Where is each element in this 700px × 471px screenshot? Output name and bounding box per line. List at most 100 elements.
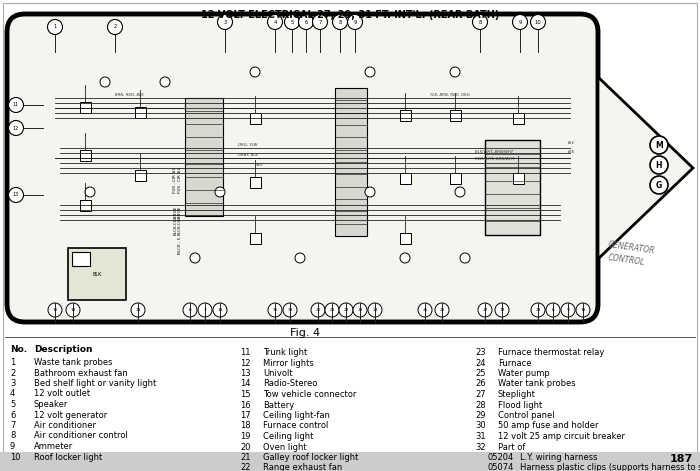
Polygon shape [598,77,693,259]
Text: 11: 11 [13,103,19,107]
Text: 18: 18 [240,422,251,430]
Text: 19: 19 [240,432,251,441]
Circle shape [190,253,200,263]
Circle shape [450,67,460,77]
Text: 12 volt outlet: 12 volt outlet [34,390,90,398]
Text: 187: 187 [670,454,693,464]
Text: 12: 12 [13,125,19,130]
Text: 27: 27 [482,308,488,312]
Circle shape [478,303,492,317]
Circle shape [108,19,122,34]
Circle shape [283,303,297,317]
Text: 8: 8 [478,19,482,24]
Bar [400,109,410,121]
Circle shape [325,303,339,317]
Bar [249,113,260,123]
Text: M: M [655,140,663,149]
Text: Range exhaust fan: Range exhaust fan [263,463,342,471]
Text: H: H [656,161,662,170]
Text: G: G [656,180,662,189]
Text: FUS - CIR #1
FUS - CIR #2: FUS - CIR #1 FUS - CIR #2 [174,167,182,193]
Text: 3: 3 [204,308,206,312]
Text: 10: 10 [535,19,541,24]
Text: Univolt: Univolt [263,369,293,378]
Text: 12: 12 [240,358,251,367]
Text: 1: 1 [10,358,15,367]
Circle shape [650,176,668,194]
Text: Bathroom exhaust fan: Bathroom exhaust fan [34,368,127,377]
Text: 13: 13 [499,308,505,312]
Bar [80,101,90,113]
Text: Battery: Battery [263,400,294,409]
Circle shape [213,303,227,317]
Text: Furnace thermostat relay: Furnace thermostat relay [498,348,604,357]
Text: Air conditioner: Air conditioner [34,421,96,430]
Text: 25: 25 [475,369,486,378]
Bar [80,149,90,161]
Text: WHT: WHT [255,163,264,167]
Circle shape [183,303,197,317]
Text: Water pump: Water pump [498,369,550,378]
Text: Bed shelf light or vanity light: Bed shelf light or vanity light [34,379,156,388]
Text: ORG, YLW: ORG, YLW [238,143,258,147]
Text: 28: 28 [536,308,540,312]
Text: 15: 15 [240,390,251,399]
Text: Tow vehicle connector: Tow vehicle connector [263,390,356,399]
Text: 12 volt generator: 12 volt generator [34,411,107,420]
Circle shape [8,121,24,136]
Text: BLK/WHT, BRN/WHT: BLK/WHT, BRN/WHT [475,150,513,154]
Bar [249,233,260,244]
Text: 23: 23 [357,308,363,312]
Bar [449,109,461,121]
Text: 31: 31 [475,432,486,441]
Text: 16: 16 [240,400,251,409]
Circle shape [215,187,225,197]
Text: 26: 26 [475,380,486,389]
Circle shape [48,19,62,34]
Text: Fig. 4: Fig. 4 [290,328,320,338]
Text: 18: 18 [580,308,586,312]
Circle shape [268,303,282,317]
Circle shape [332,15,347,30]
Text: Furnace control: Furnace control [263,422,328,430]
Text: 20: 20 [315,308,321,312]
Text: 21: 21 [240,453,251,462]
Text: BRN, RED, BLK: BRN, RED, BLK [115,93,144,97]
Text: 16: 16 [272,308,278,312]
Text: Ceiling light: Ceiling light [263,432,314,441]
Text: Ceiling light-fan: Ceiling light-fan [263,411,330,420]
Text: 7: 7 [318,19,322,24]
Text: Speaker: Speaker [34,400,69,409]
Circle shape [312,15,328,30]
Circle shape [131,303,145,317]
Circle shape [495,303,509,317]
Text: BLCK - 5: BLCK - 5 [178,236,182,253]
Bar [72,252,90,266]
Circle shape [460,253,470,263]
Text: Water tank probes: Water tank probes [498,380,575,389]
Text: 22: 22 [240,463,251,471]
Text: 32: 32 [287,308,293,312]
Circle shape [298,15,314,30]
Circle shape [48,303,62,317]
Text: 27: 27 [475,390,486,399]
Text: 14: 14 [240,380,251,389]
Circle shape [347,15,363,30]
Text: 24: 24 [372,308,378,312]
FancyBboxPatch shape [7,14,598,322]
Circle shape [531,303,545,317]
Bar [134,170,146,180]
Text: 29: 29 [475,411,486,420]
Text: 2: 2 [113,24,117,30]
Circle shape [365,187,375,197]
Bar [134,106,146,117]
Text: Furnace: Furnace [498,358,531,367]
Text: 9: 9 [518,19,522,24]
Circle shape [650,136,668,154]
Bar [249,177,260,187]
Text: 6: 6 [10,411,15,420]
Circle shape [473,15,487,30]
Text: Harness plastic clips (supports harness to shell): Harness plastic clips (supports harness … [520,463,700,471]
Circle shape [576,303,590,317]
Text: GRAY, BLK: GRAY, BLK [238,153,258,157]
